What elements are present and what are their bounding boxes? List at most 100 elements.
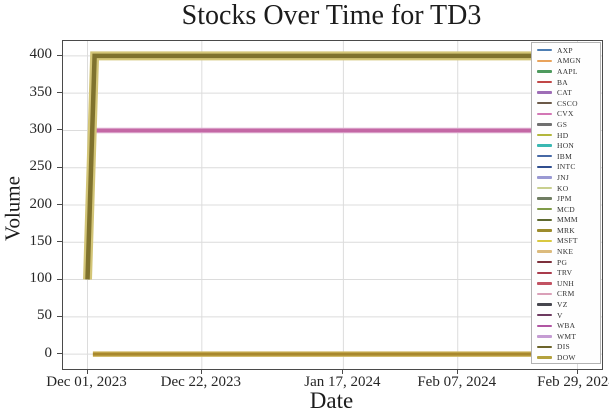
legend-swatch: [537, 197, 552, 200]
legend-swatch: [537, 335, 552, 338]
legend-item-csco: CSCO: [537, 98, 600, 109]
y-tick-label: 100: [29, 270, 53, 287]
legend-label: JPM: [557, 194, 572, 204]
legend-swatch: [537, 123, 552, 126]
x-tick-mark: [200, 369, 202, 374]
y-tick-mark: [57, 315, 62, 317]
x-tick-label: Feb 07, 2024: [417, 374, 497, 390]
y-tick-mark: [57, 278, 62, 280]
legend-item-ko: KO: [537, 183, 600, 194]
legend-item-wmt: WMT: [537, 331, 600, 342]
legend: AXP AMGN AAPL BA CAT CSCO CVX GS HD HON IBM INTC JNJ…: [531, 42, 601, 364]
legend-item-trv: TRV: [537, 267, 600, 278]
legend-label: PG: [557, 257, 568, 267]
legend-swatch: [537, 186, 552, 190]
y-tick-label: 50: [37, 307, 52, 324]
legend-label: DOW: [557, 353, 576, 363]
y-tick-mark: [57, 204, 62, 205]
y-tick-mark: [57, 353, 62, 355]
legend-label: BA: [557, 77, 569, 87]
legend-label: NKE: [557, 247, 574, 257]
legend-item-unh: UNH: [537, 278, 600, 289]
legend-item-cvx: CVX: [537, 109, 600, 120]
legend-item-amgn: AMGN: [537, 56, 600, 67]
legend-swatch: [537, 260, 552, 264]
legend-item-msft: MSFT: [537, 236, 600, 247]
legend-label: CVX: [557, 109, 574, 119]
y-tick-mark: [57, 129, 62, 131]
x-tick-mark: [576, 369, 578, 374]
legend-label: VZ: [557, 300, 568, 310]
x-tick-label: Jan 17, 2024: [304, 374, 381, 390]
legend-swatch: [537, 176, 552, 179]
x-tick-label: Dec 01, 2023: [46, 374, 127, 390]
legend-swatch: [537, 165, 552, 169]
legend-item-jpm: JPM: [537, 193, 600, 204]
legend-label: AMGN: [557, 56, 582, 66]
legend-item-hd: HD: [537, 130, 600, 141]
legend-swatch: [537, 59, 552, 63]
legend-label: CRM: [557, 289, 575, 299]
legend-label: V: [557, 310, 563, 320]
legend-item-hon: HON: [537, 140, 600, 151]
legend-swatch: [537, 218, 552, 221]
plot-lines-svg: [63, 41, 602, 369]
y-tick-label: 350: [29, 83, 53, 100]
legend-label: DIS: [557, 342, 570, 352]
legend-label: JNJ: [557, 172, 570, 182]
legend-item-v: V: [537, 310, 600, 321]
legend-label: INTC: [557, 162, 576, 172]
x-axis-label: Date: [309, 388, 354, 413]
legend-label: WMT: [557, 331, 577, 341]
y-tick-label: 300: [29, 120, 53, 137]
legend-swatch: [537, 91, 552, 94]
legend-swatch: [537, 144, 552, 147]
series-top-line-400: [85, 53, 578, 280]
legend-label: GS: [557, 119, 568, 129]
legend-item-aapl: AAPL: [537, 66, 600, 77]
legend-label: HON: [557, 141, 575, 151]
x-tick-mark: [86, 369, 88, 374]
legend-label: CSCO: [557, 98, 578, 108]
legend-label: CAT: [557, 88, 573, 98]
y-tick-label: 150: [29, 232, 53, 249]
legend-swatch: [537, 324, 552, 327]
plot-area: [62, 40, 603, 370]
legend-item-dis: DIS: [537, 342, 600, 353]
legend-item-ba: BA: [537, 77, 600, 88]
y-tick-label: 200: [29, 195, 53, 212]
legend-item-vz: VZ: [537, 299, 600, 310]
y-tick-label: 0: [44, 344, 53, 361]
legend-item-pg: PG: [537, 257, 600, 268]
legend-label: TRV: [557, 268, 573, 278]
legend-swatch: [537, 70, 552, 73]
legend-item-crm: CRM: [537, 289, 600, 300]
legend-label: KO: [557, 183, 569, 193]
y-tick-mark: [57, 54, 62, 56]
legend-item-ibm: IBM: [537, 151, 600, 162]
x-tick-label: Dec 22, 2023: [160, 374, 242, 390]
legend-swatch: [537, 208, 552, 211]
legend-item-dow: DOW: [537, 352, 600, 363]
legend-swatch: [537, 229, 552, 232]
legend-swatch: [537, 80, 552, 84]
x-tick-mark: [456, 369, 458, 374]
legend-label: AXP: [557, 45, 573, 55]
legend-swatch: [537, 112, 552, 116]
legend-swatch: [537, 239, 552, 243]
legend-label: AAPL: [557, 66, 578, 76]
legend-label: MMM: [557, 215, 578, 225]
y-tick-label: 250: [29, 158, 53, 175]
legend-swatch: [537, 155, 552, 158]
legend-item-axp: AXP: [537, 45, 600, 56]
legend-item-mmm: MMM: [537, 215, 600, 226]
legend-label: MRK: [557, 225, 575, 235]
legend-item-cat: CAT: [537, 87, 600, 98]
legend-swatch: [537, 250, 552, 253]
legend-swatch: [537, 345, 552, 349]
legend-item-wba: WBA: [537, 320, 600, 331]
chart-title: Stocks Over Time for TD3: [181, 0, 482, 31]
legend-item-nke: NKE: [537, 246, 600, 257]
legend-swatch: [537, 292, 552, 296]
